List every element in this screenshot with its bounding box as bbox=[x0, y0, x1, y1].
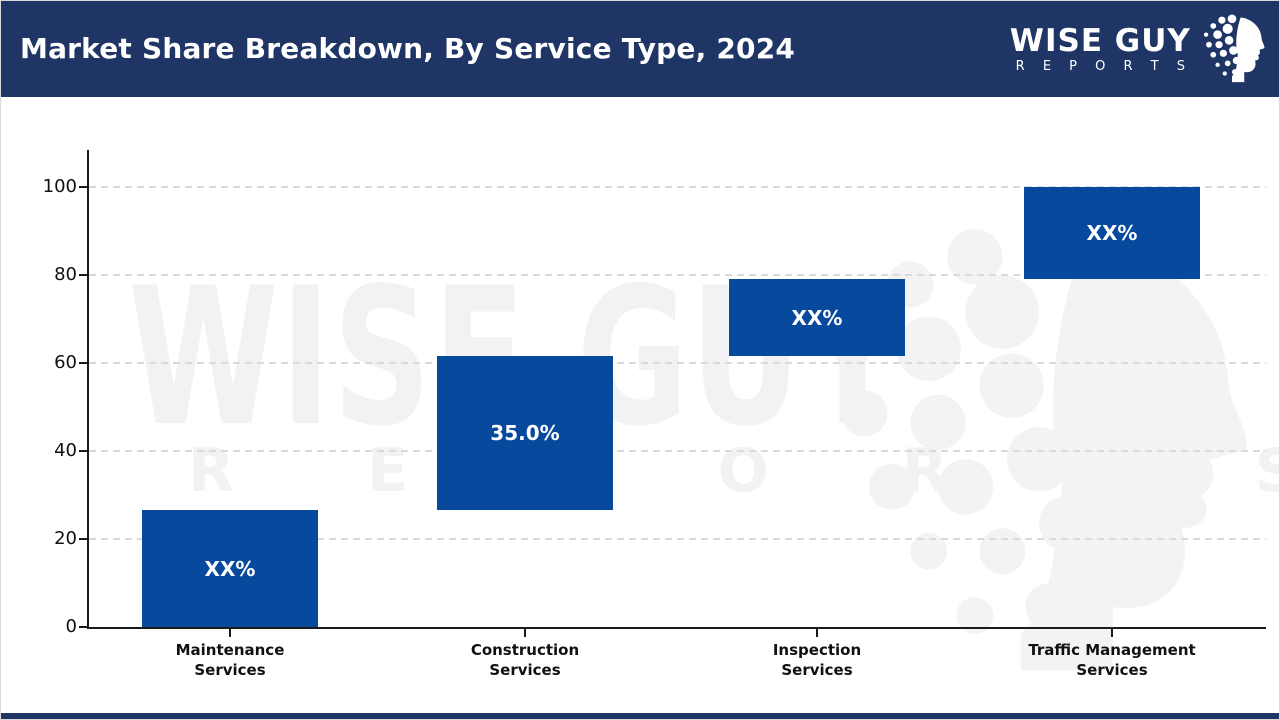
category-label-line: Services bbox=[781, 661, 853, 679]
bar-maintenance-services: XX% bbox=[142, 510, 318, 627]
category-label-construction-services: Construction Services bbox=[405, 640, 645, 680]
category-label-line: Services bbox=[194, 661, 266, 679]
y-tick-label-80: 80 bbox=[54, 264, 77, 285]
gridline-y20 bbox=[89, 538, 1266, 540]
category-label-traffic-management-services: Traffic Management Services bbox=[992, 640, 1232, 680]
y-tick-label-0: 0 bbox=[65, 616, 77, 637]
bar-inspection-services: XX% bbox=[729, 279, 905, 357]
category-label-line: Inspection bbox=[772, 641, 862, 659]
y-tick-label-40: 40 bbox=[54, 440, 77, 461]
chart-title: Market Share Breakdown, By Service Type,… bbox=[20, 32, 796, 65]
category-label-line: Construction bbox=[470, 641, 580, 659]
y-tick-0 bbox=[79, 626, 88, 628]
category-label-line: Maintenance bbox=[175, 641, 285, 659]
gridline-y80 bbox=[89, 274, 1266, 276]
category-label-line: Traffic Management bbox=[1028, 641, 1196, 659]
y-tick-label-20: 20 bbox=[54, 528, 77, 549]
bar-value-label: XX% bbox=[791, 305, 843, 330]
bar-value-label: XX% bbox=[1086, 221, 1138, 246]
bar-traffic-management-services: XX% bbox=[1024, 187, 1200, 280]
gridline-y60 bbox=[89, 362, 1266, 364]
x-tick-3 bbox=[1111, 629, 1113, 637]
category-label-line: Services bbox=[489, 661, 561, 679]
x-axis-line bbox=[87, 627, 1266, 629]
category-label-line: Services bbox=[1076, 661, 1148, 679]
y-tick-20 bbox=[79, 538, 88, 540]
brand-name: WISE GUY bbox=[1009, 22, 1191, 59]
y-tick-label-100: 100 bbox=[42, 176, 77, 197]
bar-value-label: 35.0% bbox=[490, 421, 560, 446]
category-label-maintenance-services: Maintenance Services bbox=[110, 640, 350, 680]
brand-face-icon bbox=[1203, 14, 1265, 83]
x-tick-2 bbox=[816, 629, 818, 637]
y-axis-line bbox=[87, 150, 89, 629]
brand-logo-text: WISE GUY R E P O R T S bbox=[1009, 24, 1192, 75]
bar-construction-services: 35.0% bbox=[437, 356, 613, 511]
y-tick-80 bbox=[79, 274, 88, 276]
footer-band bbox=[0, 713, 1280, 720]
gridline-y40 bbox=[89, 450, 1266, 452]
category-label-inspection-services: Inspection Services bbox=[697, 640, 937, 680]
x-tick-0 bbox=[229, 629, 231, 637]
y-tick-60 bbox=[79, 362, 88, 364]
header-band: Market Share Breakdown, By Service Type,… bbox=[0, 0, 1280, 97]
y-tick-label-60: 60 bbox=[54, 352, 77, 373]
brand-logo: WISE GUY R E P O R T S bbox=[1009, 6, 1268, 92]
watermark-face-icon bbox=[836, 229, 1247, 671]
gridline-y100 bbox=[89, 186, 1266, 188]
y-tick-100 bbox=[79, 186, 88, 188]
bar-value-label: XX% bbox=[204, 556, 256, 581]
brand-subname: R E P O R T S bbox=[1015, 58, 1192, 74]
x-tick-1 bbox=[524, 629, 526, 637]
y-tick-40 bbox=[79, 450, 88, 452]
